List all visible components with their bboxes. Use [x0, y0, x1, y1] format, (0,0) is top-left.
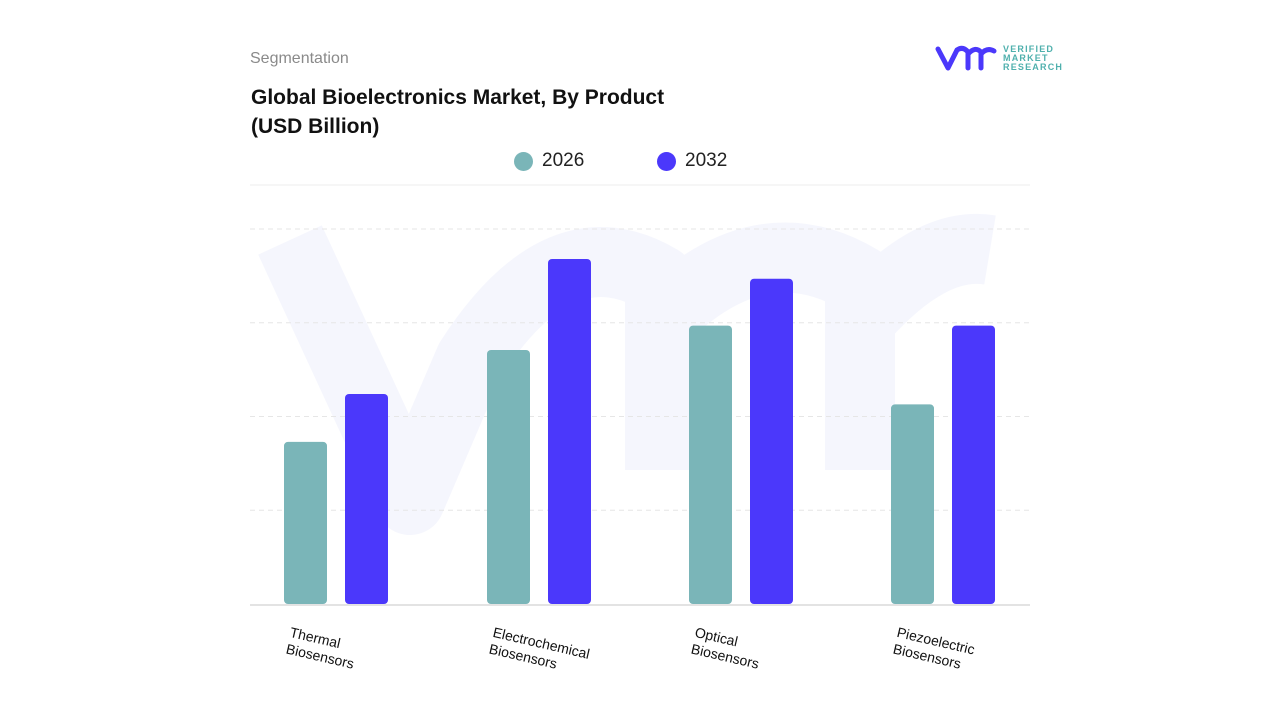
bar-2026-3: [891, 404, 934, 604]
vmr-logo: VERIFIED MARKET RESEARCH: [935, 44, 1063, 72]
watermark: [258, 213, 996, 535]
legend-label-2026: 2026: [542, 150, 585, 171]
bar-2026-1: [487, 349, 530, 604]
vmr-logo-mark-icon: [935, 45, 997, 71]
bar-2032-0: [345, 394, 388, 604]
legend-swatch-2026: [514, 151, 533, 171]
bar-2026-2: [689, 325, 732, 604]
bar-2032-3: [952, 325, 995, 604]
legend-item-2032: 2032: [657, 150, 727, 172]
bar-2026-0: [284, 441, 327, 604]
bar-2032-2: [750, 278, 793, 604]
legend-label-2032: 2032: [685, 150, 728, 171]
chart-title: Global Bioelectronics Market, By Product…: [251, 86, 665, 138]
section-label: Segmentation: [250, 50, 349, 67]
bar-2032-1: [548, 259, 591, 604]
legend-swatch-2032: [657, 151, 676, 171]
legend-item-2026: 2026: [514, 150, 584, 172]
